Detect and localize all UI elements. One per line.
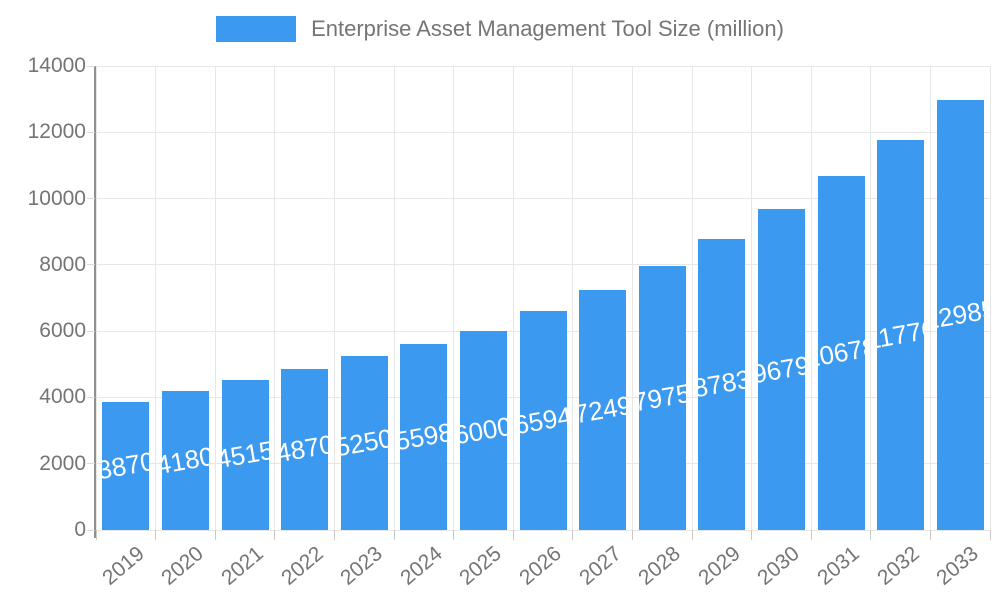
x-tick-mark [393,530,395,540]
bar-value-label: 6000 [459,410,507,450]
y-axis-line [94,66,96,538]
bar[interactable]: 10678 [817,176,865,530]
bar-value-label: 4515 [221,434,269,475]
grid-line-x [95,66,97,530]
plot-area: 3870 4180 4515 4870 5250 5598 6000 6594 7249 7975… [95,65,991,531]
grid-line-x [393,66,395,530]
y-tick-label: 4000 [39,385,86,409]
x-tick-mark [810,530,812,540]
grid-line-x [214,66,216,530]
bar-value-label: 5250 [340,422,388,463]
x-tick-mark [274,530,276,540]
grid-line-y [96,264,990,266]
legend-swatch[interactable] [216,16,297,42]
chart-legend: Enterprise Asset Management Tool Size (m… [0,16,1000,42]
y-tick-mark [87,198,95,200]
grid-line-x [989,66,991,530]
grid-line-x [453,66,455,530]
grid-line-y [96,198,990,200]
bar[interactable]: 4870 [281,368,329,530]
grid-line-x [155,66,157,530]
x-tick-label: 2033 [932,542,983,590]
bar[interactable]: 12985 [936,99,984,530]
legend-label[interactable]: Enterprise Asset Management Tool Size (m… [311,16,784,41]
x-tick-mark [453,530,455,540]
bar-value-label: 4870 [281,429,329,469]
grid-line-y [96,65,990,67]
y-tick-label: 2000 [39,451,86,475]
grid-line-x [691,66,693,530]
grid-line-y [96,131,990,133]
y-tick-mark [87,396,95,398]
grid-line-x [274,66,276,530]
y-tick-label: 12000 [27,120,86,144]
y-tick-label: 8000 [39,252,86,276]
x-tick-mark [572,530,574,540]
y-tick-mark [87,65,95,67]
x-tick-mark [214,530,216,540]
y-tick-mark [87,131,95,133]
grid-line-x [870,66,872,530]
grid-line-x [333,66,335,530]
bar[interactable]: 5598 [400,344,448,530]
bar-value-label: 11776 [877,313,925,356]
bar[interactable]: 11776 [877,139,925,530]
x-tick-mark [989,530,991,540]
x-tick-mark [155,530,157,540]
bar[interactable]: 4180 [161,391,209,530]
grid-line-x [512,66,514,530]
bar-value-label: 3870 [102,445,150,486]
y-tick-label: 6000 [39,319,86,343]
grid-line-x [631,66,633,530]
y-tick-mark [87,330,95,332]
bar[interactable]: 5250 [340,356,388,530]
bar[interactable]: 7249 [579,289,627,530]
x-tick-mark [751,530,753,540]
x-tick-mark [691,530,693,540]
grid-line-x [929,66,931,530]
x-tick-mark [929,530,931,540]
y-tick-mark [87,529,95,531]
bar[interactable]: 6594 [519,311,567,530]
bar-value-label: 4180 [161,440,209,481]
y-tick-label: 14000 [27,54,86,77]
bar[interactable]: 4515 [221,380,269,530]
bar-value-label: 7975 [638,377,686,418]
bar-value-label: 5598 [400,416,448,457]
bar-value-label: 12985 [936,293,984,336]
bar-value-label: 10678 [817,331,865,374]
bar-value-label: 8783 [698,364,746,404]
y-tick-label: 0 [74,518,86,541]
grid-line-x [810,66,812,530]
grid-line-x [751,66,753,530]
bar-value-label: 7249 [579,389,627,430]
bar[interactable]: 9679 [757,209,805,530]
x-tick-mark [870,530,872,540]
x-tick-mark [631,530,633,540]
bar[interactable]: 8783 [698,238,746,530]
bar[interactable]: 6000 [459,331,507,530]
x-tick-mark [512,530,514,540]
y-tick-mark [87,264,95,266]
bar-value-label: 6594 [519,400,567,441]
x-tick-mark [333,530,335,540]
grid-line-y [96,529,990,531]
y-tick-mark [87,463,95,465]
bar[interactable]: 3870 [102,401,150,530]
y-tick-label: 10000 [27,186,86,210]
bar-value-label: 9679 [757,349,805,389]
x-tick-mark [95,530,97,540]
grid-line-x [572,66,574,530]
bar[interactable]: 7975 [638,265,686,530]
